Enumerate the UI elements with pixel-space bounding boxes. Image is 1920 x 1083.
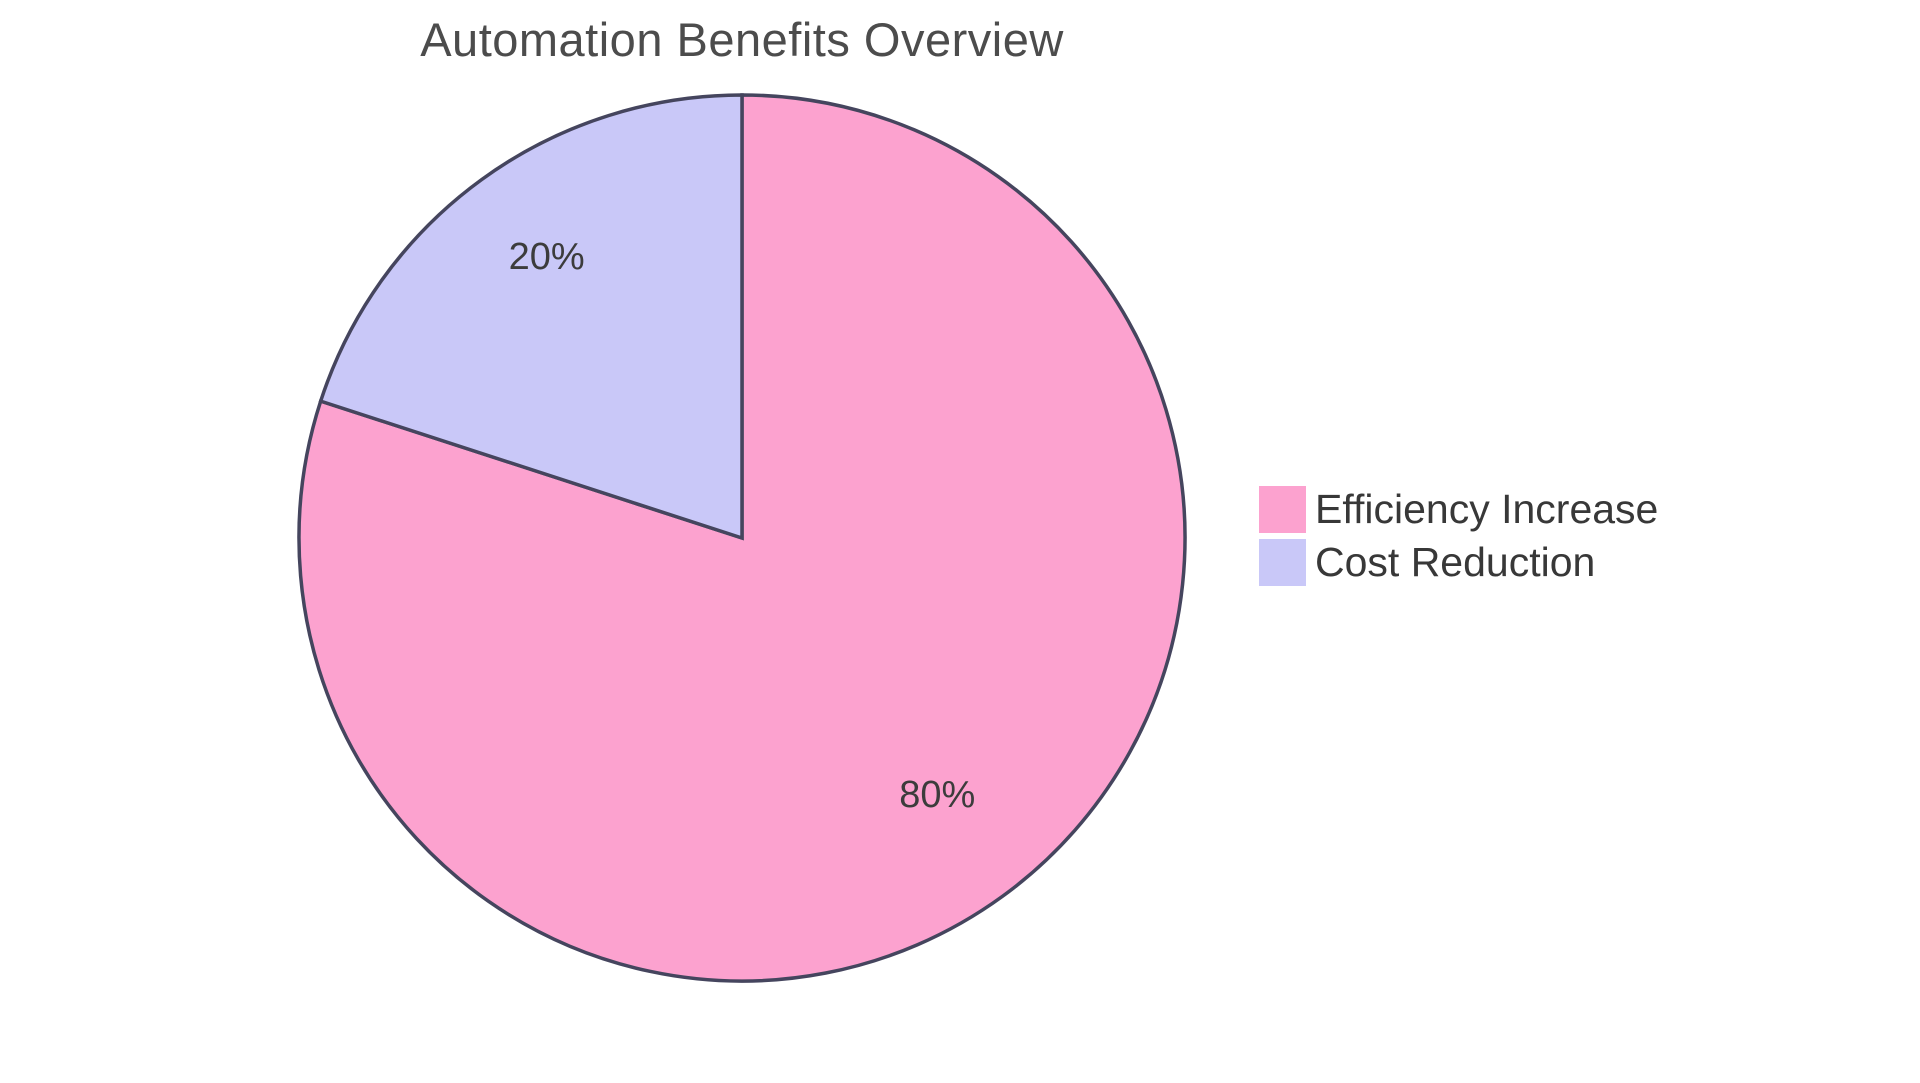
legend-swatch-1 bbox=[1259, 539, 1306, 586]
legend-item-efficiency-increase: Efficiency Increase bbox=[1259, 486, 1658, 533]
slice-label-efficiency-increase: 80% bbox=[899, 774, 975, 816]
slice-label-cost-reduction: 20% bbox=[509, 236, 585, 278]
chart-title: Automation Benefits Overview bbox=[420, 13, 1064, 66]
pie-slice-labels-group: 80% 20% bbox=[509, 236, 976, 816]
legend-item-cost-reduction: Cost Reduction bbox=[1259, 539, 1658, 586]
pie-slice-cost-reduction bbox=[318, 93, 744, 541]
pie-slices-group bbox=[297, 93, 1187, 983]
legend-label-cost-reduction: Cost Reduction bbox=[1315, 539, 1596, 585]
legend-label-efficiency-increase: Efficiency Increase bbox=[1315, 486, 1659, 532]
legend: Efficiency Increase Cost Reduction bbox=[1259, 486, 1658, 592]
legend-swatch-0 bbox=[1259, 486, 1306, 533]
pie-slice-efficiency-increase bbox=[297, 93, 1187, 983]
